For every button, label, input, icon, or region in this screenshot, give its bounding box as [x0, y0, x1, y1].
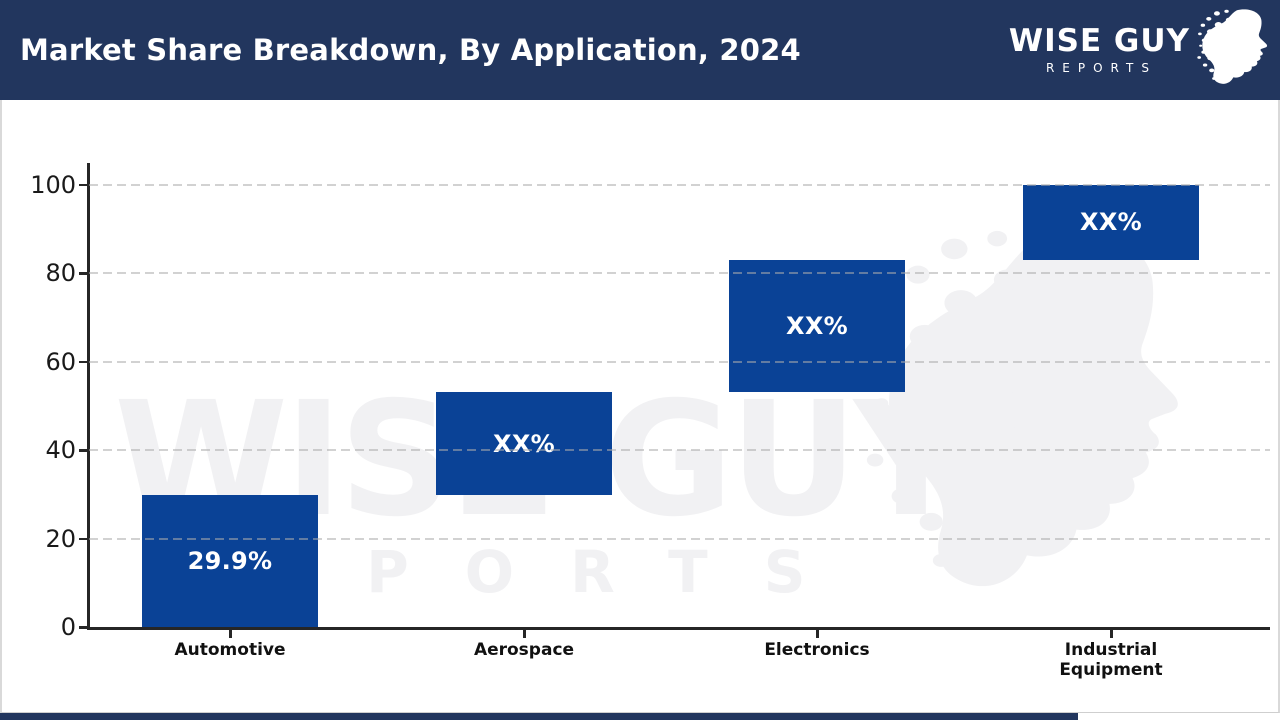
x-axis-line — [88, 627, 1270, 630]
y-tick-label: 20 — [45, 524, 76, 553]
bar-value-label: XX% — [1080, 208, 1142, 237]
y-axis-line — [87, 163, 90, 630]
logo-wordmark: WISE GUY — [1008, 23, 1190, 60]
bar-value-label: XX% — [493, 429, 555, 458]
y-axis-tick — [79, 537, 88, 540]
logo-subtext: REPORTS — [1045, 60, 1157, 75]
brand-logo: WISE GUY REPORTS — [1009, 0, 1268, 100]
bar-aerospace: XX% — [436, 392, 612, 495]
bar-industrial-equipment: XX% — [1023, 184, 1199, 260]
gridline — [89, 449, 1270, 451]
x-category-label: Aerospace — [473, 640, 575, 660]
y-axis-tick — [79, 626, 88, 629]
x-category-label: Automotive — [174, 640, 286, 660]
x-axis-tick — [816, 630, 819, 638]
logo-face-icon — [1197, 9, 1268, 84]
chart-title: Market Share Breakdown, By Application, … — [20, 33, 801, 67]
y-axis-tick — [79, 360, 88, 363]
bar-electronics: XX% — [729, 259, 905, 393]
bar-value-label: 29.9% — [187, 546, 273, 575]
footer-bar — [0, 713, 1078, 720]
y-tick-label: 40 — [45, 436, 76, 464]
y-axis-tick — [79, 449, 88, 452]
y-axis-tick — [79, 183, 88, 186]
y-tick-label: 100 — [30, 170, 76, 199]
logo-text: WISE GUY REPORTS — [1009, 25, 1190, 75]
gridline — [89, 360, 1270, 363]
x-category-label: Industrial Equipment — [1059, 640, 1163, 681]
gridline — [89, 537, 1270, 540]
bar-automotive: 29.9% — [142, 494, 318, 627]
gridline — [89, 183, 1270, 186]
x-category-label: Electronics — [764, 640, 870, 660]
y-tick-label: 60 — [45, 347, 76, 376]
x-axis-tick — [229, 630, 232, 638]
x-axis-tick — [1110, 630, 1113, 638]
y-tick-label: 0 — [60, 613, 76, 641]
header-bar: Market Share Breakdown, By Application, … — [0, 0, 1280, 100]
gridline — [89, 272, 1270, 274]
x-axis-tick — [523, 630, 526, 638]
y-axis-tick — [79, 272, 88, 275]
y-tick-label: 80 — [45, 259, 76, 287]
bar-value-label: XX% — [786, 312, 848, 341]
